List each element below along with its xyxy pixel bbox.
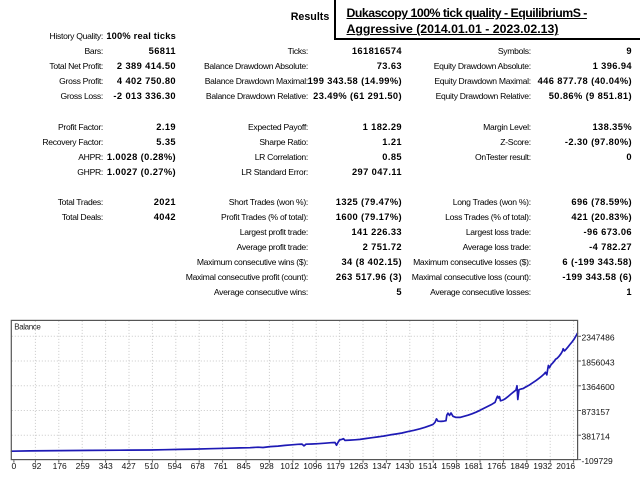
- svg-text:343: 343: [99, 461, 113, 471]
- svg-text:1179: 1179: [327, 461, 346, 471]
- svg-text:594: 594: [168, 461, 182, 471]
- svg-text:1856043: 1856043: [582, 357, 615, 367]
- svg-text:678: 678: [191, 461, 205, 471]
- svg-text:92: 92: [32, 461, 42, 471]
- svg-text:1849: 1849: [510, 461, 529, 471]
- svg-text:1096: 1096: [303, 461, 322, 471]
- svg-text:1681: 1681: [464, 461, 483, 471]
- svg-text:2016: 2016: [556, 461, 575, 471]
- svg-text:845: 845: [237, 461, 251, 471]
- svg-text:2347486: 2347486: [582, 333, 615, 343]
- svg-text:1430: 1430: [395, 461, 414, 471]
- svg-text:1765: 1765: [487, 461, 506, 471]
- svg-text:381714: 381714: [582, 432, 611, 442]
- svg-text:873157: 873157: [582, 407, 611, 417]
- svg-text:510: 510: [145, 461, 159, 471]
- svg-text:427: 427: [122, 461, 136, 471]
- svg-text:259: 259: [76, 461, 90, 471]
- svg-text:-109729: -109729: [582, 456, 613, 466]
- svg-text:176: 176: [53, 461, 67, 471]
- svg-text:1598: 1598: [441, 461, 460, 471]
- svg-text:1514: 1514: [418, 461, 437, 471]
- svg-text:928: 928: [260, 461, 274, 471]
- svg-text:1347: 1347: [372, 461, 391, 471]
- svg-text:761: 761: [214, 461, 228, 471]
- svg-text:1932: 1932: [533, 461, 552, 471]
- svg-text:1263: 1263: [349, 461, 368, 471]
- svg-text:1012: 1012: [280, 461, 299, 471]
- svg-text:1364600: 1364600: [582, 382, 615, 392]
- svg-text:Balance: Balance: [14, 323, 41, 332]
- svg-text:0: 0: [12, 461, 17, 471]
